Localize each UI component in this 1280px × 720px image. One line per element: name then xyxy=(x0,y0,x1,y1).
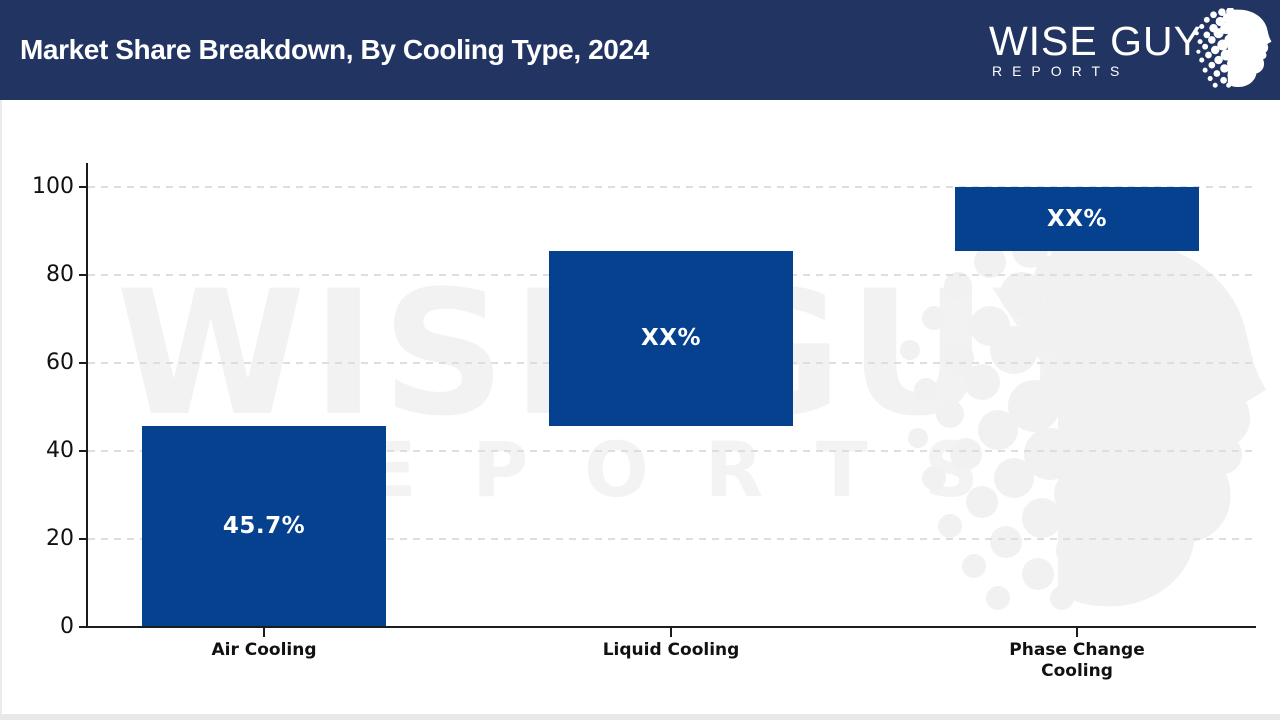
bar-value-label: XX% xyxy=(640,325,701,352)
y-axis-line xyxy=(86,163,88,628)
x-tick-liquid-cooling xyxy=(670,628,672,637)
y-tick-0 xyxy=(79,626,88,628)
brand-logo-text: WISE GUY REPORTS xyxy=(988,18,1202,80)
category-label-air-cooling: Air Cooling xyxy=(211,640,317,660)
brand-subname: REPORTS xyxy=(991,63,1130,79)
footer-strip xyxy=(0,714,1280,720)
bar-value-label: 45.7% xyxy=(222,513,306,540)
brand-name: WISE GUY xyxy=(988,18,1202,64)
x-tick-phase-change-cooling xyxy=(1076,628,1078,637)
y-tick-label-100: 100 xyxy=(32,174,74,199)
y-tick-label-20: 20 xyxy=(46,526,74,551)
page-title: Market Share Breakdown, By Cooling Type,… xyxy=(20,34,649,65)
y-tick-40 xyxy=(79,450,88,452)
y-tick-80 xyxy=(79,274,88,276)
y-tick-label-0: 0 xyxy=(60,614,74,639)
bar-air-cooling: 45.7% xyxy=(142,425,386,627)
gridline-40 xyxy=(88,450,1256,452)
gridline-20 xyxy=(88,538,1256,540)
header-bar: Market Share Breakdown, By Cooling Type,… xyxy=(0,0,1280,100)
y-tick-20 xyxy=(79,538,88,540)
gridline-100 xyxy=(88,186,1256,188)
x-tick-air-cooling xyxy=(263,628,265,637)
y-tick-60 xyxy=(79,362,88,364)
y-tick-label-40: 40 xyxy=(46,438,74,463)
bar-value-label: XX% xyxy=(1046,205,1107,232)
bar-phase-change-cooling: XX% xyxy=(955,187,1199,251)
bar-chart: WISE GUY REPORTS 0 20 40 60 80 100 45.7% Air Co… xyxy=(0,100,1280,714)
category-label-liquid-cooling: Liquid Cooling xyxy=(602,640,740,660)
y-tick-100 xyxy=(79,186,88,188)
bar-liquid-cooling: XX% xyxy=(549,250,793,426)
brand-logo: WISE GUY REPORTS xyxy=(989,8,1280,92)
left-edge-strip xyxy=(0,100,2,714)
category-label-phase-change-cooling: Phase Change Cooling xyxy=(1009,640,1145,681)
x-axis-line xyxy=(86,626,1256,628)
brand-face-icon xyxy=(1194,8,1272,88)
y-tick-label-60: 60 xyxy=(46,350,74,375)
y-tick-label-80: 80 xyxy=(46,262,74,287)
watermark-face-icon xyxy=(900,226,1266,610)
